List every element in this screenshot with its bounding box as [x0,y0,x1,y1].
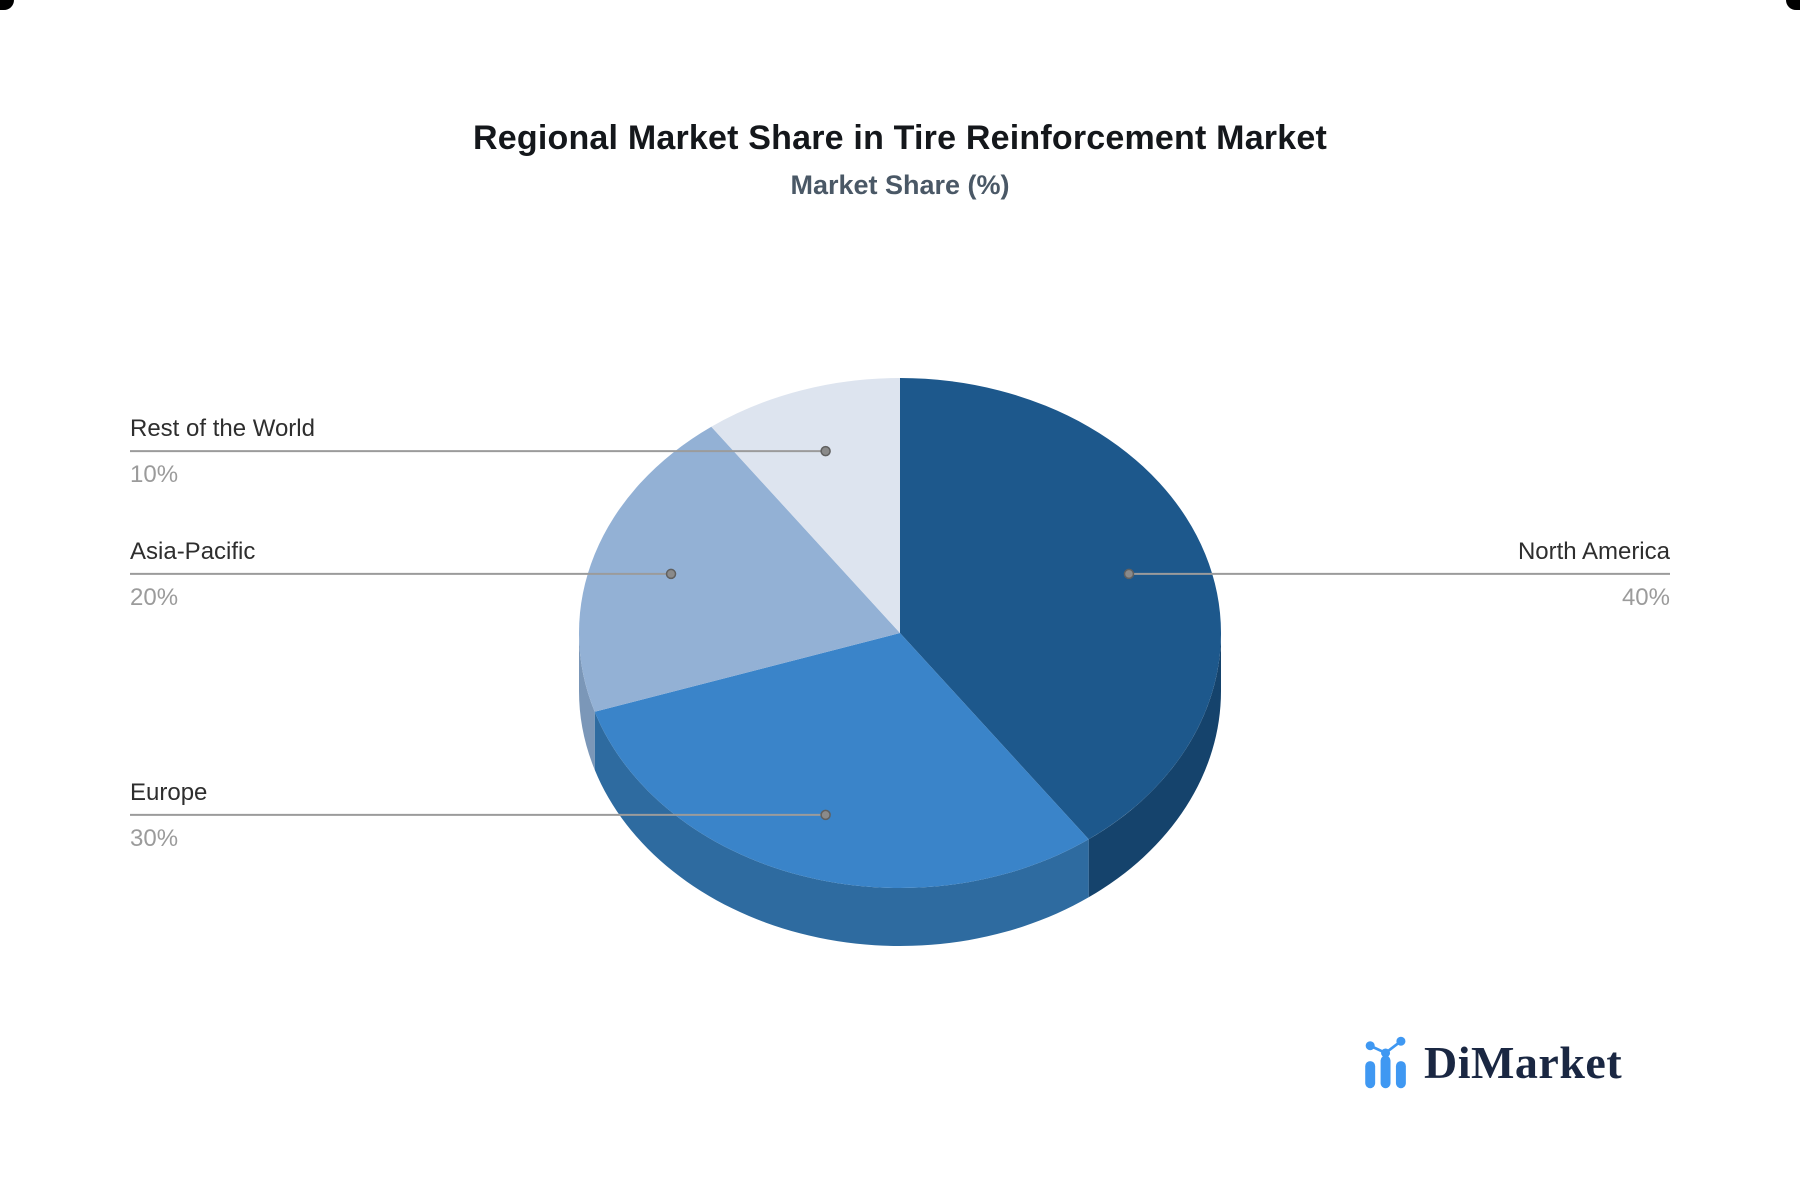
logo-bar-2 [1380,1055,1391,1089]
callout-value-rest-of-the-world: 10% [130,461,179,489]
logo-bar-1 [1365,1061,1376,1089]
chart-subtitle: Market Share (%) [790,170,1010,200]
pie-slice-asia-pacific[interactable] [579,426,900,712]
logo-dot-1 [1365,1041,1375,1051]
pie-slice-side-asia-pacific [579,633,595,770]
callout-label-europe: Europe [130,778,208,806]
callout-value-north-america: 40% [1621,583,1670,611]
callout-dot-rest-of-the-world [820,445,831,457]
pie-slice-rest-of-the-world[interactable] [711,378,900,633]
callout-label-north-america: North America [1517,537,1670,565]
pie-slice-europe[interactable] [594,633,1089,888]
logo-dot-3 [1396,1036,1406,1046]
callout-value-europe: 30% [130,824,179,852]
callout-dot-asia-pacific [665,568,677,580]
callout-dot-europe [820,809,831,821]
logo-dot-2 [1381,1048,1391,1058]
logo-text: DiMarket [1424,1036,1623,1088]
callout-value-asia-pacific: 20% [130,583,179,611]
logo: DiMarket [1360,1034,1622,1090]
window-corner-top-left [0,0,14,10]
window-corner-top-right [1786,0,1800,10]
chart-title: Regional Market Share in Tire Reinforcem… [473,119,1327,157]
pie-slice-north-america[interactable] [900,378,1222,840]
pie-slice-side-europe [594,711,1089,946]
pie-slice-side-north-america [1088,633,1221,898]
logo-bar-3 [1395,1061,1406,1089]
callout-label-asia-pacific: Asia-Pacific [130,537,256,565]
callout-dot-north-america [1123,568,1135,580]
callout-label-rest-of-the-world: Rest of the World [130,415,315,443]
logo-bar-chart-icon [1365,1036,1406,1089]
